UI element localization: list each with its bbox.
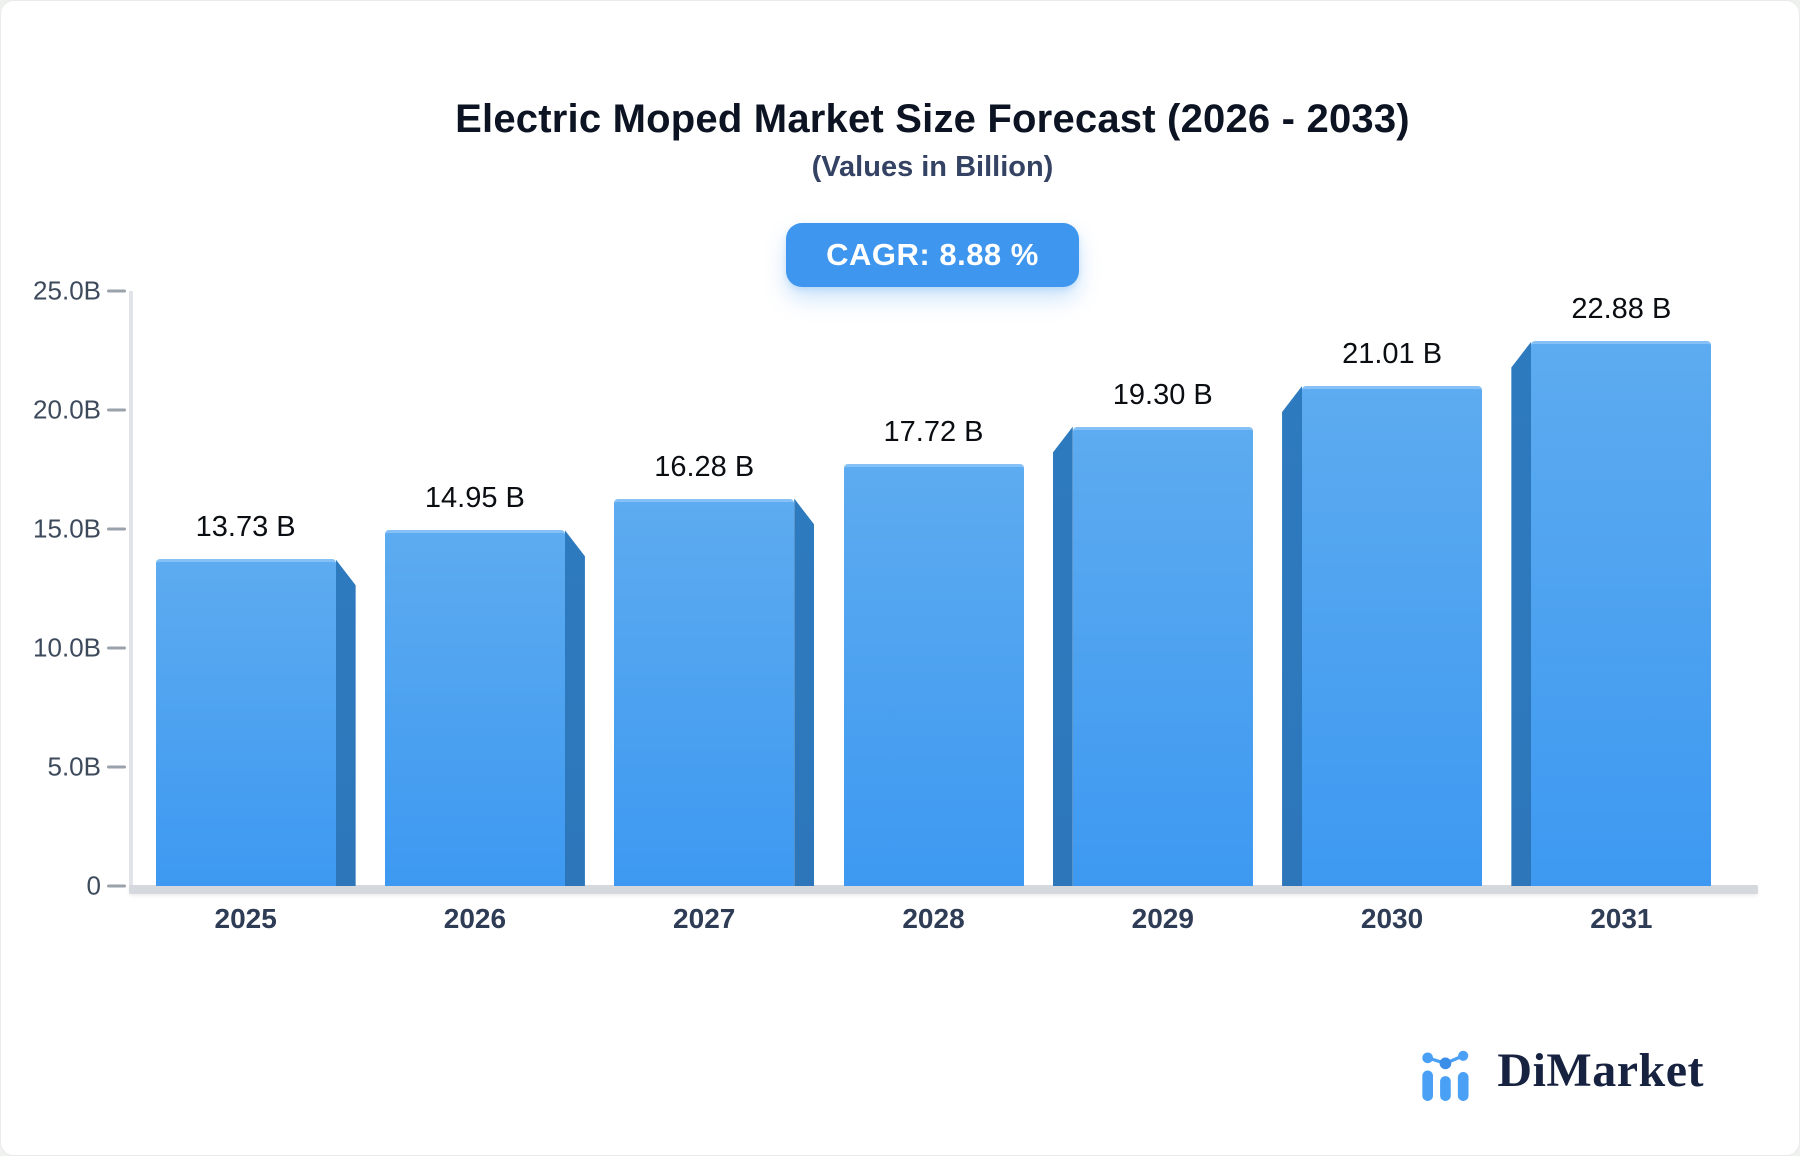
bar-value-label: 17.72 B: [883, 416, 984, 449]
bar-value-label: 14.95 B: [424, 482, 525, 515]
bar-value-label: 13.73 B: [195, 511, 296, 544]
y-axis-line: [129, 291, 133, 891]
y-axis-tick-label: 5.0B: [47, 751, 102, 782]
page-subtitle: (Values in Billion): [811, 151, 1054, 183]
bar-side-face: [1052, 426, 1073, 886]
badge-row: CAGR: 8.88 %: [131, 223, 1734, 287]
y-axis-tick-label: 15.0B: [33, 513, 101, 544]
bar-2029: [1072, 426, 1253, 886]
y-axis-tick-mark: [107, 289, 126, 293]
y-axis-tick-mark: [107, 646, 126, 650]
bar-side-face: [564, 530, 585, 886]
y-axis-tick-label: 10.0B: [33, 632, 101, 663]
y-axis-tick-mark: [107, 884, 126, 888]
y-axis-tick-mark: [107, 765, 126, 769]
bar-2031: [1531, 341, 1712, 886]
x-axis-label-2031: 2031: [1590, 903, 1653, 934]
x-axis-label-2027: 2027: [673, 903, 736, 934]
x-axis-label-2025: 2025: [214, 903, 277, 934]
bar-2028: [843, 464, 1024, 886]
brand-name: DiMarket: [1497, 1043, 1704, 1097]
bar-value-label: 19.30 B: [1112, 378, 1213, 411]
bar-value-label: 22.88 B: [1571, 293, 1672, 326]
x-axis-label-2026: 2026: [443, 903, 507, 934]
x-axis-label-2029: 2029: [1131, 903, 1194, 934]
dimarket-logo-icon: [1422, 1050, 1469, 1101]
y-axis-tick-mark: [107, 408, 126, 412]
bar-side-face: [794, 498, 815, 886]
y-axis-tick-mark: [107, 527, 126, 531]
bar-side-face: [1282, 385, 1303, 886]
y-axis-tick-label: 25.0B: [33, 275, 101, 306]
brand-logo: DiMarket: [1417, 1037, 1704, 1103]
y-axis-tick-label: 0: [86, 870, 101, 901]
bar-side-face: [335, 559, 356, 886]
bar-2026: [384, 530, 565, 886]
bar-2025: [155, 559, 336, 886]
x-axis-label-2030: 2030: [1360, 903, 1424, 934]
y-axis-tick-label: 20.0B: [33, 394, 101, 425]
bar-value-label: 21.01 B: [1342, 337, 1443, 370]
cagr-badge: CAGR: 8.88 %: [786, 223, 1079, 287]
bar-side-face: [1511, 341, 1532, 886]
bar-value-label: 16.28 B: [654, 450, 755, 483]
x-axis-label-2028: 2028: [902, 903, 965, 934]
page-title: Electric Moped Market Size Forecast (202…: [455, 97, 1410, 141]
x-axis-baseline: [129, 885, 1758, 894]
bar-2030: [1302, 385, 1483, 886]
bar-2027: [614, 498, 795, 886]
